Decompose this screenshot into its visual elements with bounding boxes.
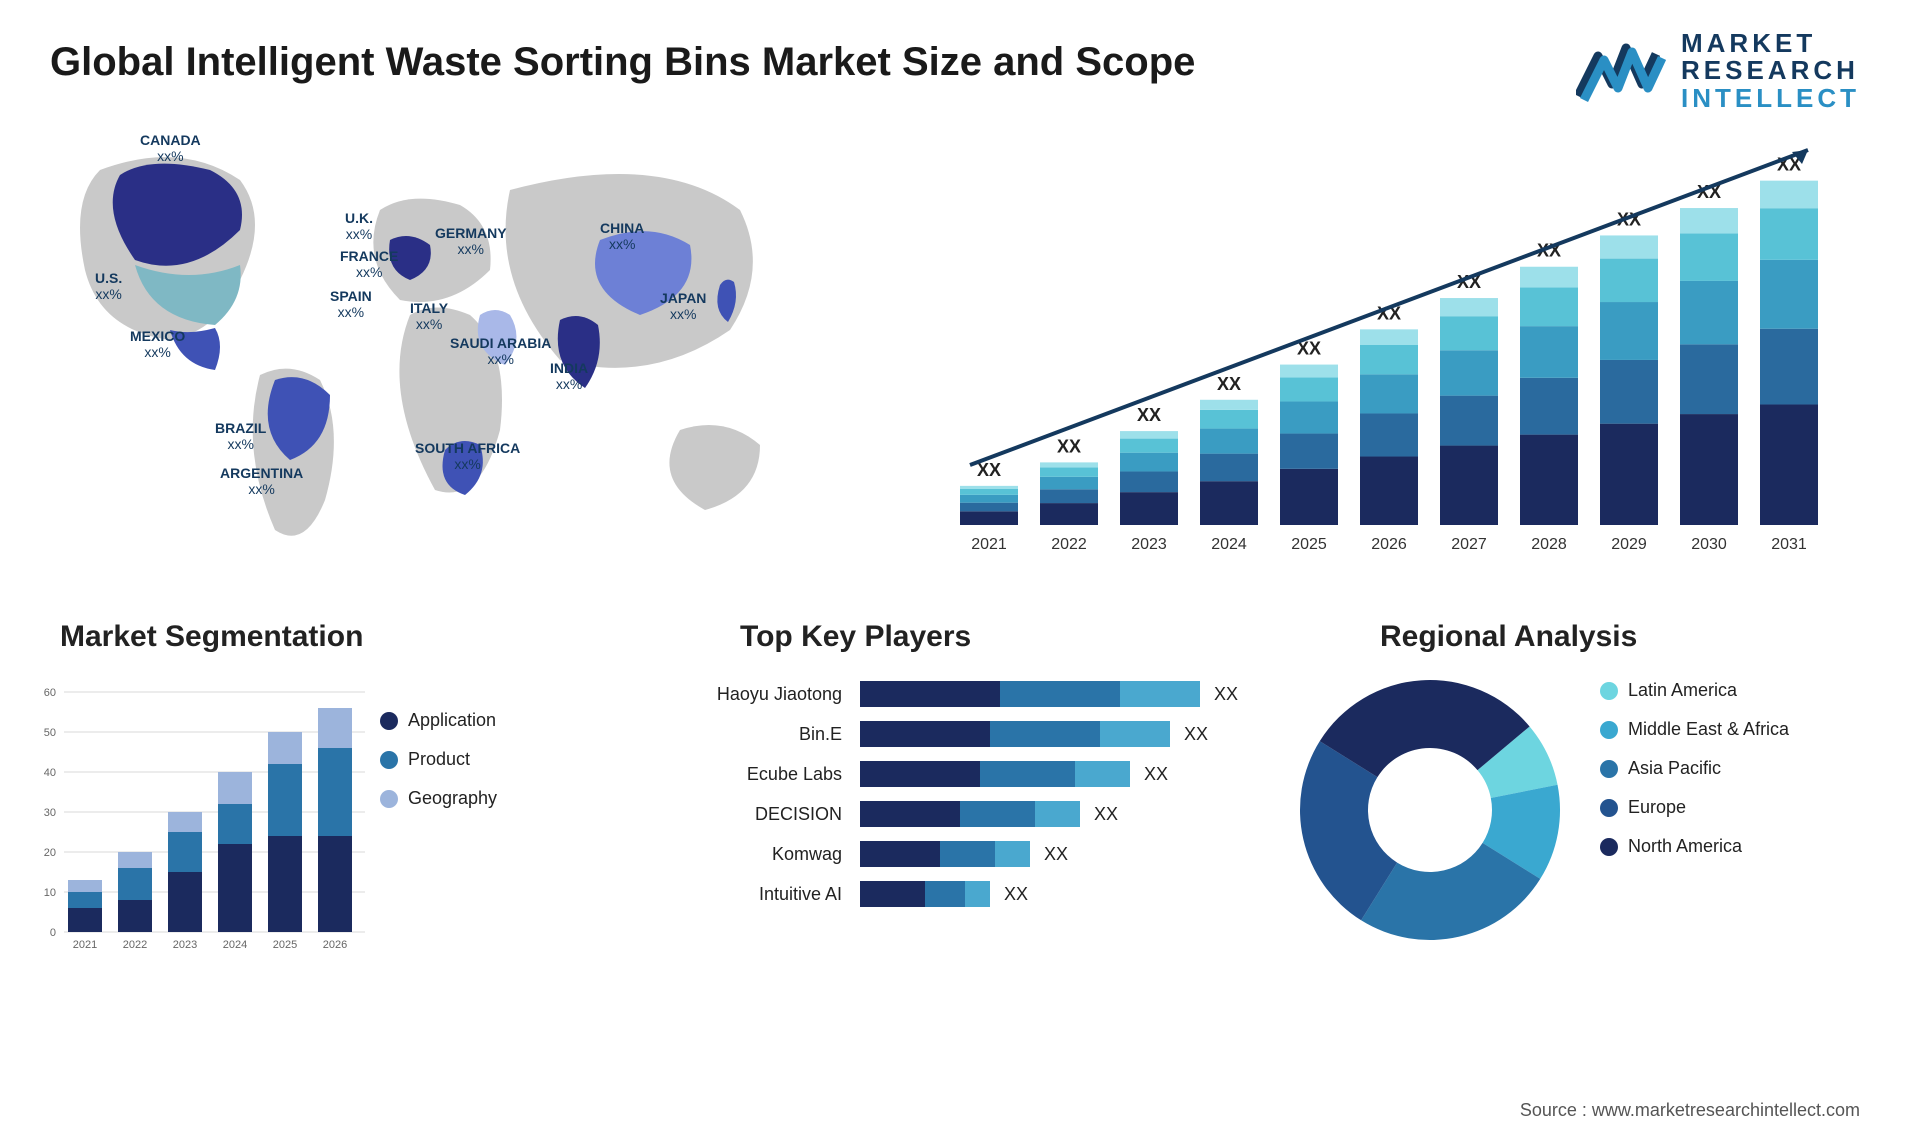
map-label: BRAZILxx% (215, 420, 266, 452)
main-bar-chart: XX2021XX2022XX2023XX2024XX2025XX2026XX20… (940, 130, 1860, 560)
map-label: JAPANxx% (660, 290, 706, 322)
logo-text-1: MARKET (1681, 30, 1860, 57)
regional-legend: Latin America Middle East & Africa Asia Pa… (1600, 680, 1789, 875)
map-label: CHINAxx% (600, 220, 644, 252)
legend-item: Middle East & Africa (1600, 719, 1789, 740)
map-label: U.K.xx% (345, 210, 373, 242)
logo-text-2: RESEARCH (1681, 57, 1860, 84)
key-players-title: Top Key Players (740, 620, 971, 654)
svg-text:2026: 2026 (1371, 536, 1407, 553)
map-label: INDIAxx% (550, 360, 588, 392)
svg-text:2023: 2023 (173, 939, 197, 951)
regional-title: Regional Analysis (1380, 620, 1637, 654)
logo-mark-icon (1576, 36, 1666, 106)
svg-text:20: 20 (44, 847, 56, 859)
key-player-row: KomwagXX (690, 840, 1250, 868)
map-label: U.S.xx% (95, 270, 122, 302)
key-player-row: Intuitive AIXX (690, 880, 1250, 908)
svg-text:60: 60 (44, 687, 56, 699)
legend-item: Product (380, 749, 497, 770)
key-players-chart: Haoyu JiaotongXX Bin.EXX Ecube LabsXX DECIS… (690, 680, 1250, 920)
svg-text:2028: 2028 (1531, 536, 1567, 553)
map-label: FRANCExx% (340, 248, 398, 280)
svg-text:0: 0 (50, 927, 56, 939)
svg-text:2031: 2031 (1771, 536, 1807, 553)
svg-text:40: 40 (44, 767, 56, 779)
key-player-row: Haoyu JiaotongXX (690, 680, 1250, 708)
map-label: GERMANYxx% (435, 225, 507, 257)
svg-text:2030: 2030 (1691, 536, 1727, 553)
segmentation-legend: Application Product Geography (380, 710, 497, 827)
key-player-row: DECISIONXX (690, 800, 1250, 828)
segmentation-title: Market Segmentation (60, 620, 363, 654)
svg-text:XX: XX (1057, 436, 1081, 456)
legend-item: Europe (1600, 797, 1789, 818)
svg-text:2022: 2022 (1051, 536, 1087, 553)
svg-text:2023: 2023 (1131, 536, 1167, 553)
logo: MARKET RESEARCH INTELLECT (1576, 30, 1860, 112)
map-label: CANADAxx% (140, 132, 201, 164)
svg-text:2025: 2025 (1291, 536, 1327, 553)
map-label: SPAINxx% (330, 288, 372, 320)
segmentation-chart: 0 10 20 30 40 50 60 2021 2022 2023 2024 2025 2026 (30, 670, 370, 960)
svg-text:30: 30 (44, 807, 56, 819)
svg-text:2022: 2022 (123, 939, 147, 951)
page-title: Global Intelligent Waste Sorting Bins Ma… (50, 40, 1195, 85)
legend-item: Asia Pacific (1600, 758, 1789, 779)
legend-item: North America (1600, 836, 1789, 857)
map-label: SOUTH AFRICAxx% (415, 440, 520, 472)
legend-item: Application (380, 710, 497, 731)
map-label: MEXICOxx% (130, 328, 185, 360)
key-player-row: Bin.EXX (690, 720, 1250, 748)
svg-text:50: 50 (44, 727, 56, 739)
legend-item: Geography (380, 788, 497, 809)
key-player-row: Ecube LabsXX (690, 760, 1250, 788)
svg-text:XX: XX (1217, 374, 1241, 394)
source-text: Source : www.marketresearchintellect.com (1520, 1100, 1860, 1121)
svg-text:2025: 2025 (273, 939, 297, 951)
svg-text:2024: 2024 (1211, 536, 1247, 553)
logo-text-3: INTELLECT (1681, 85, 1860, 112)
regional-donut (1290, 670, 1570, 950)
svg-text:XX: XX (1137, 405, 1161, 425)
svg-text:2029: 2029 (1611, 536, 1647, 553)
svg-text:2027: 2027 (1451, 536, 1487, 553)
svg-text:2024: 2024 (223, 939, 247, 951)
svg-text:10: 10 (44, 887, 56, 899)
map-label: ITALYxx% (410, 300, 448, 332)
world-map: CANADAxx% U.S.xx% MEXICOxx% BRAZILxx% ARGENT… (40, 130, 860, 560)
map-label: SAUDI ARABIAxx% (450, 335, 551, 367)
svg-text:2021: 2021 (73, 939, 97, 951)
svg-text:2021: 2021 (971, 536, 1007, 553)
svg-text:2026: 2026 (323, 939, 347, 951)
map-label: ARGENTINAxx% (220, 465, 303, 497)
legend-item: Latin America (1600, 680, 1789, 701)
